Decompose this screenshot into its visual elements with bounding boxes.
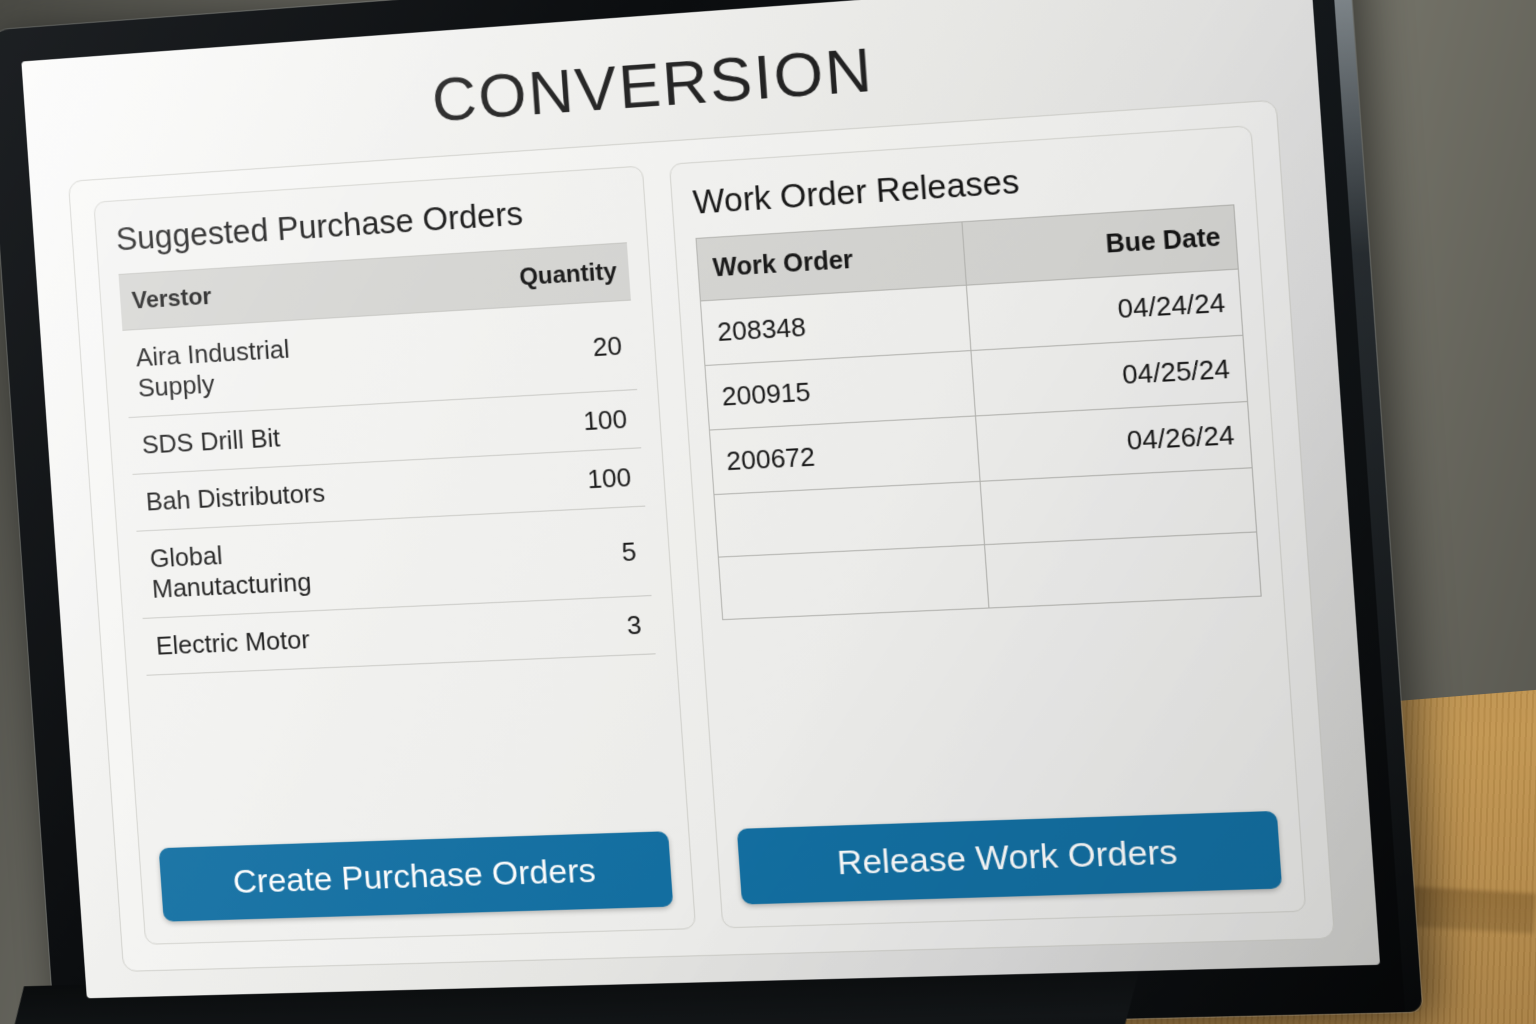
cell-due-date (983, 531, 1262, 609)
conversion-app: CONVERSION Suggested Purchase Orders Ver… (21, 0, 1380, 998)
release-work-orders-button[interactable]: Release Work Orders (736, 810, 1283, 905)
work-orders-table-body: 208348 04/24/24 200915 04/25/24 200672 0… (700, 269, 1262, 620)
work-orders-table: Work Order Bue Date 208348 04/24/24 (695, 204, 1262, 620)
laptop-screen: CONVERSION Suggested Purchase Orders Ver… (21, 0, 1381, 999)
cell-vendor: Electric Motor (142, 607, 398, 676)
panels-container: Suggested Purchase Orders Verstor Quanti… (67, 99, 1336, 972)
left-panel-spacer (147, 654, 667, 830)
create-purchase-orders-button[interactable]: Create Purchase Orders (158, 831, 674, 922)
cell-quantity: 20 (373, 300, 638, 404)
cell-quantity: 5 (387, 506, 652, 608)
cell-vendor: Aira Industrial Supply (122, 315, 380, 418)
purchase-orders-table-body: Aira Industrial Supply 20 SDS Drill Bit … (122, 300, 656, 676)
cell-vendor: Global Manutacturing (136, 518, 394, 619)
purchase-orders-table: Verstor Quantity Aira Industrial Supply … (118, 242, 656, 676)
cell-quantity: 3 (393, 595, 656, 665)
work-order-releases-panel: Work Order Releases Work Order Bue Date (668, 125, 1307, 929)
suggested-purchase-orders-panel: Suggested Purchase Orders Verstor Quanti… (93, 165, 697, 945)
cell-work-order (718, 544, 989, 620)
right-panel-spacer (722, 597, 1275, 811)
